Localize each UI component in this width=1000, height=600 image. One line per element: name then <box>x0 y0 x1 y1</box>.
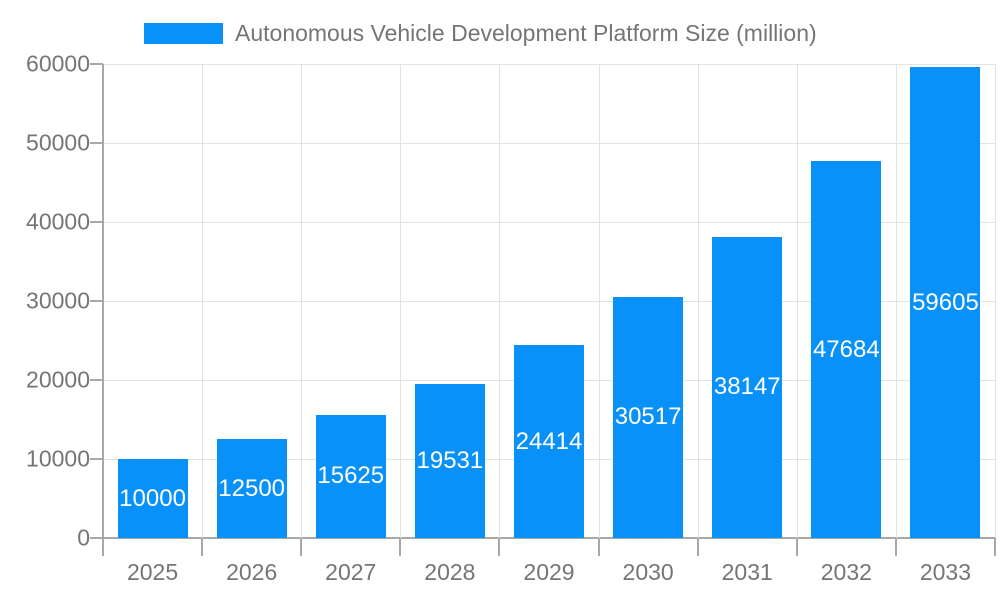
x-axis-baseline <box>103 537 995 539</box>
y-axis-label-40000: 40000 <box>26 208 90 235</box>
y-axis-label-20000: 20000 <box>26 366 90 393</box>
h-gridline-40000 <box>103 222 995 223</box>
y-axis-label-60000: 60000 <box>26 50 90 77</box>
v-gridline-3 <box>400 64 402 538</box>
v-gridline-2 <box>301 64 303 538</box>
y-tick-30000 <box>90 300 103 302</box>
x-axis-label-2029: 2029 <box>523 559 575 585</box>
bar-2031[interactable] <box>712 236 783 538</box>
x-tick-5 <box>597 538 600 556</box>
bar-2032[interactable] <box>811 161 882 538</box>
bar-2026[interactable] <box>216 439 287 538</box>
x-axis-label-2028: 2028 <box>424 559 476 585</box>
y-tick-60000 <box>90 63 103 65</box>
y-tick-0 <box>90 537 103 539</box>
legend-swatch <box>144 22 223 44</box>
x-axis-label-2026: 2026 <box>226 559 278 585</box>
x-axis-label-2025: 2025 <box>126 559 179 585</box>
bar-2030[interactable] <box>613 296 684 538</box>
h-gridline-30000 <box>103 301 995 302</box>
x-tick-2 <box>300 538 303 556</box>
y-tick-50000 <box>90 142 103 144</box>
x-axis-label-2033: 2033 <box>919 559 972 585</box>
y-tick-40000 <box>90 221 103 223</box>
x-axis-label-2027: 2027 <box>325 559 377 585</box>
x-tick-6 <box>696 538 699 556</box>
v-gridline-9 <box>995 64 996 538</box>
v-gridline-7 <box>796 64 798 538</box>
bar-2025[interactable] <box>117 459 188 538</box>
v-gridline-6 <box>697 64 699 538</box>
y-tick-10000 <box>90 458 103 460</box>
bar-2028[interactable] <box>414 383 485 538</box>
y-axis-label-0: 0 <box>77 524 90 551</box>
bar-2033[interactable] <box>910 67 981 538</box>
x-tick-7 <box>795 538 798 556</box>
y-axis-label-30000: 30000 <box>26 287 90 314</box>
x-tick-8 <box>894 538 897 556</box>
v-gridline-8 <box>895 64 897 538</box>
x-axis-label-2031: 2031 <box>721 559 773 585</box>
x-axis-label-2030: 2030 <box>622 559 674 585</box>
x-tick-9 <box>994 538 996 556</box>
h-gridline-50000 <box>103 143 995 144</box>
legend-item[interactable]: Autonomous Vehicle Development Platform … <box>144 18 817 48</box>
bar-2029[interactable] <box>514 345 584 538</box>
y-axis-label-50000: 50000 <box>26 129 90 156</box>
v-gridline-5 <box>598 64 600 538</box>
legend-label: Autonomous Vehicle Development Platform … <box>235 19 817 46</box>
y-axis-label-10000: 10000 <box>26 445 90 472</box>
y-axis-line <box>102 64 104 538</box>
x-tick-0 <box>102 538 104 556</box>
h-gridline-60000 <box>103 64 995 65</box>
x-tick-4 <box>498 538 501 556</box>
x-tick-1 <box>201 538 204 556</box>
y-tick-20000 <box>90 379 103 381</box>
v-gridline-4 <box>499 64 501 538</box>
bar-2027[interactable] <box>315 414 386 538</box>
x-tick-3 <box>399 538 402 556</box>
v-gridline-1 <box>202 64 204 538</box>
x-axis-label-2032: 2032 <box>820 559 872 585</box>
